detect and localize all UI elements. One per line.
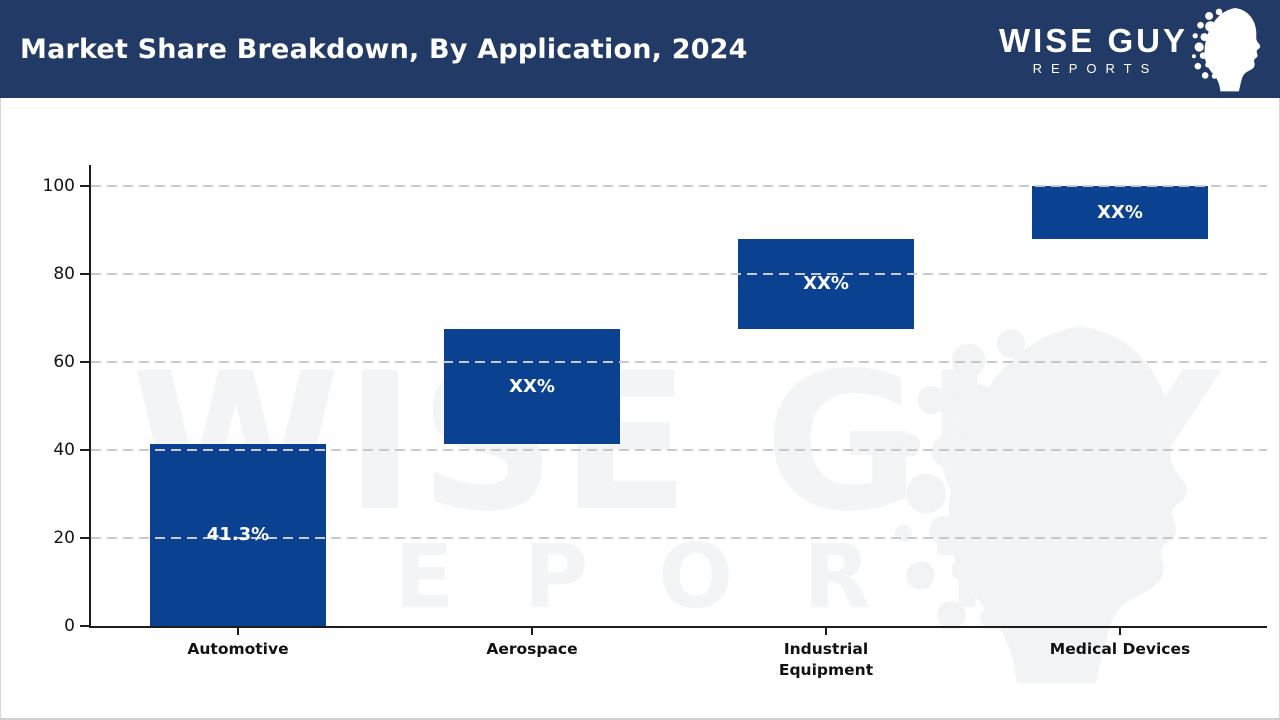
gridline-40 [91,449,1267,452]
y-axis-tick-20 [80,537,90,540]
x-axis-tick-medical-devices [1119,626,1121,635]
x-axis-label-automotive: Automotive [187,640,289,658]
x-axis-label-industrial-equipment: Industrial Equipment [778,640,874,679]
y-axis-tick-80 [80,273,90,276]
bar-industrial-equipment [738,238,914,330]
bar-value-label-industrial-equipment: XX% [803,272,849,294]
logo-wordmark: WISE GUY REPORTS [999,24,1188,75]
plot-region: 41.3% XX% XX% XX% 0 20 40 60 80 100 Automotive Aero… [43,165,1267,679]
y-axis-label-0: 0 [64,616,75,636]
bar-value-label-medical-devices: XX% [1097,201,1143,223]
x-axis-tick-industrial-equipment [825,626,827,635]
x-axis-tick-automotive [237,626,239,635]
y-axis-tick-100 [80,185,90,188]
bar-aerospace [444,329,620,445]
x-axis-label-medical-devices: Medical Devices [1049,640,1191,658]
header-bar: Market Share Breakdown, By Application, … [0,0,1280,98]
gridline-20 [91,537,1267,540]
y-axis-label-20: 20 [53,528,75,549]
y-axis-tick-0 [80,625,90,627]
y-axis-label-100: 100 [42,176,75,197]
face-profile-icon [1188,6,1262,92]
y-axis-label-60: 60 [53,352,75,373]
logo-wordmark-line2: REPORTS [1032,60,1159,76]
x-axis-label-aerospace: Aerospace [486,640,578,658]
y-axis-tick-60 [80,361,90,364]
y-axis-label-40: 40 [53,440,75,461]
gridline-80 [91,273,1267,276]
y-axis-tick-40 [80,449,90,452]
y-axis-label-80: 80 [53,264,75,285]
bar-value-label-automotive: 41.3% [206,524,270,546]
chart-area: WISE GUY REPORTS 41.3% XX% XX% XX% 0 20 40 60 80… [0,98,1280,720]
bar-medical-devices [1032,186,1208,239]
bar-value-label-aerospace: XX% [509,375,555,397]
x-axis-tick-aerospace [531,626,533,635]
bar-automotive [150,444,326,626]
gridline-100 [91,185,1267,188]
gridline-60 [91,361,1267,364]
wise-guy-reports-logo: WISE GUY REPORTS [999,6,1262,92]
logo-wordmark-line1: WISE GUY [998,21,1188,59]
chart-title: Market Share Breakdown, By Application, … [20,33,748,65]
